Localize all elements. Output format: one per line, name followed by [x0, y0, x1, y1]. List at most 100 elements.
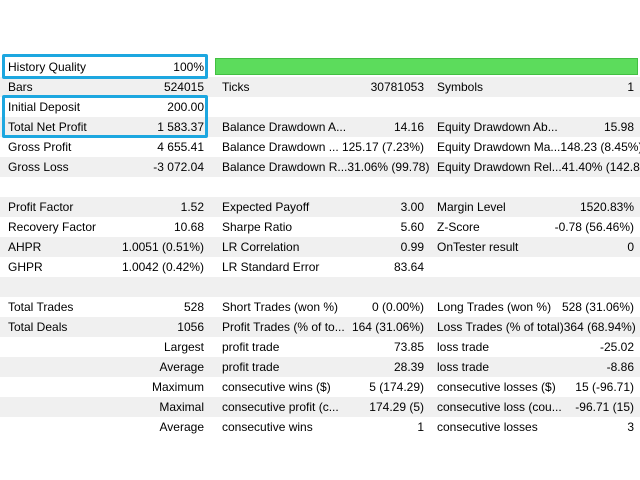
stat-value: -0.78 (56.46%): [554, 220, 634, 234]
cell-group: loss trade -8.86: [430, 357, 640, 377]
table-row: Bars 524015 Ticks 30781053 Symbols 1: [0, 77, 640, 97]
stat-value: 125.17 (7.23%): [341, 140, 424, 154]
stat-label: LR Correlation: [222, 240, 300, 254]
stat-label: Expected Payoff: [222, 200, 310, 214]
stat-value: Maximal: [159, 400, 204, 414]
history-quality-progress-bar: [215, 58, 638, 75]
table-row: Maximal consecutive profit (c... 174.29 (5…: [0, 397, 640, 417]
stat-label: loss trade: [437, 340, 490, 354]
stat-value: 73.85: [393, 340, 424, 354]
stat-label: Equity Drawdown Ab...: [437, 120, 558, 134]
stat-value: 5.60: [400, 220, 424, 234]
stat-label: Loss Trades (% of total): [437, 320, 564, 334]
table-row: Profit Factor 1.52 Expected Payoff 3.00 Marg…: [0, 197, 640, 217]
table-row: Total Trades 528 Short Trades (won %) 0 (0.…: [0, 297, 640, 317]
stat-value: Largest: [163, 340, 204, 354]
stat-label: Balance Drawdown R...: [222, 160, 348, 174]
stat-value: -8.86: [606, 360, 634, 374]
stat-value: 1.0051 (0.51%): [121, 240, 204, 254]
spacer-row: [0, 277, 640, 297]
stat-value: 1056: [177, 320, 204, 334]
cell-group: Long Trades (won %) 528 (31.06%): [430, 297, 640, 317]
stat-value: 528 (31.06%): [561, 300, 634, 314]
stat-label: Gross Profit: [8, 140, 72, 154]
stat-value: 164 (31.06%): [351, 320, 424, 334]
cell-group: Margin Level 1520.83%: [430, 197, 640, 217]
stat-label: Balance Drawdown A...: [222, 120, 347, 134]
stat-label: Initial Deposit: [8, 100, 81, 114]
cell-group: consecutive loss (cou... -96.71 (15): [430, 397, 640, 417]
cell-group: Average: [0, 417, 212, 437]
stat-value: Average: [159, 360, 204, 374]
cell-group: Average: [0, 357, 212, 377]
stat-label: Bars: [8, 80, 33, 94]
table-row: Initial Deposit 200.00: [0, 97, 640, 117]
cell-group: Ticks 30781053: [212, 77, 430, 97]
stat-label: History Quality: [8, 60, 87, 74]
stat-value: 1.52: [180, 200, 204, 214]
stat-value: 31.06% (99.78): [347, 160, 430, 174]
table-row: Largest profit trade 73.85 loss trade -25.02: [0, 337, 640, 357]
stat-value: 0: [627, 240, 634, 254]
stat-value: 364 (68.94%): [563, 320, 636, 334]
stat-value: 148.23 (8.45%): [560, 140, 640, 154]
cell-group: Balance Drawdown R... 31.06% (99.78): [212, 157, 430, 177]
cell-group: Total Deals 1056: [0, 317, 212, 337]
stat-label: Profit Trades (% of to...: [222, 320, 345, 334]
stat-value: 528: [183, 300, 204, 314]
table-row: Total Net Profit 1 583.37 Balance Drawdown…: [0, 117, 640, 137]
stat-label: Z-Score: [437, 220, 480, 234]
cell-group: Expected Payoff 3.00: [212, 197, 430, 217]
stat-value: 41.40% (142.81): [561, 160, 640, 174]
stat-value: 1: [627, 80, 634, 94]
cell-group: Loss Trades (% of total) 364 (68.94%): [430, 317, 640, 337]
stat-label: Balance Drawdown ...: [222, 140, 339, 154]
stat-value: -3 072.04: [153, 160, 204, 174]
cell-group: Gross Loss -3 072.04: [0, 157, 212, 177]
stat-value: 30781053: [370, 80, 424, 94]
cell-group: Bars 524015: [0, 77, 212, 97]
spacer-row: [0, 177, 640, 197]
stat-value: 15 (-96.71): [575, 380, 634, 394]
stat-value: 3: [627, 420, 634, 434]
stat-value: 4 655.41: [157, 140, 204, 154]
cell-group: [430, 97, 640, 117]
stat-label: loss trade: [437, 360, 490, 374]
cell-group: Profit Factor 1.52: [0, 197, 212, 217]
stat-value: 14.16: [393, 120, 424, 134]
stat-label: LR Standard Error: [222, 260, 320, 274]
stat-value: Maximum: [151, 380, 204, 394]
stat-label: profit trade: [222, 360, 280, 374]
stat-label: consecutive profit (c...: [222, 400, 339, 414]
cell-group: consecutive wins 1: [212, 417, 430, 437]
stat-value: 10.68: [173, 220, 204, 234]
cell-group: Maximal: [0, 397, 212, 417]
stat-label: Total Net Profit: [8, 120, 87, 134]
stat-label: Short Trades (won %): [222, 300, 339, 314]
cell-group: GHPR 1.0042 (0.42%): [0, 257, 212, 277]
cell-group: Profit Trades (% of to... 164 (31.06%): [212, 317, 430, 337]
stat-label: Total Trades: [8, 300, 74, 314]
cell-group: loss trade -25.02: [430, 337, 640, 357]
stat-value: 200.00: [167, 100, 204, 114]
stat-value: 5 (174.29): [369, 380, 424, 394]
cell-group: consecutive losses 3: [430, 417, 640, 437]
stat-label: Sharpe Ratio: [222, 220, 293, 234]
stat-label: Recovery Factor: [8, 220, 97, 234]
stat-label: consecutive wins ($): [222, 380, 331, 394]
stat-label: Gross Loss: [8, 160, 69, 174]
stat-value: 1.0042 (0.42%): [121, 260, 204, 274]
results-table: History Quality 100% Bars 524015 Ticks 307810…: [0, 57, 640, 437]
cell-group: Z-Score -0.78 (56.46%): [430, 217, 640, 237]
cell-group: Initial Deposit 200.00: [0, 97, 212, 117]
progress-fill: [216, 59, 637, 74]
stat-value: 1520.83%: [579, 200, 634, 214]
cell-group: profit trade 73.85: [212, 337, 430, 357]
cell-group: profit trade 28.39: [212, 357, 430, 377]
stat-value: 1: [417, 420, 424, 434]
cell-group: Equity Drawdown Ab... 15.98: [430, 117, 640, 137]
stat-label: consecutive losses ($): [437, 380, 556, 394]
table-row: Gross Profit 4 655.41 Balance Drawdown ...…: [0, 137, 640, 157]
stat-label: consecutive losses: [437, 420, 538, 434]
